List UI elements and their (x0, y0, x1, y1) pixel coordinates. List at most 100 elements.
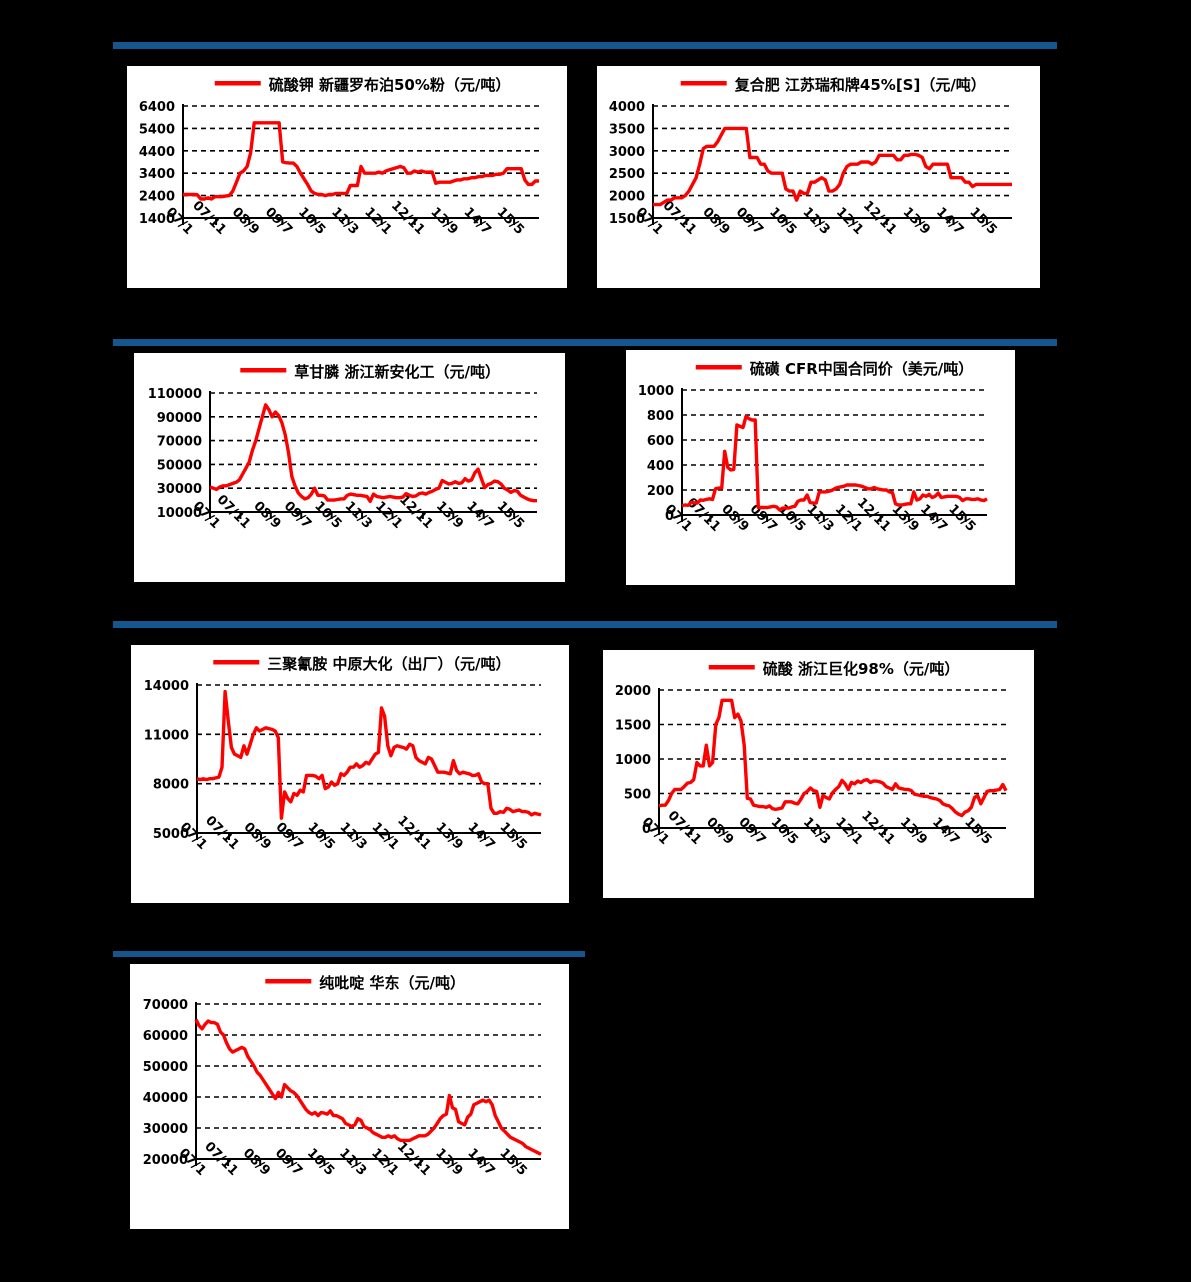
y-axis-tick-label: 0 (665, 509, 674, 524)
x-axis-tick-label: 13/9 (900, 205, 933, 238)
y-axis-tick-label: 110000 (148, 387, 202, 402)
x-axis-tick-label: 15/5 (497, 820, 530, 853)
y-axis-tick-label: 70000 (157, 435, 202, 450)
y-axis-tick-label: 10000 (157, 506, 202, 521)
y-axis-tick-label: 2400 (139, 190, 175, 205)
x-axis-tick-label: 15/5 (496, 1146, 529, 1179)
x-axis-tick-label: 14/7 (929, 815, 962, 848)
chart-panel-compound-fertilizer: 复合肥 江苏瑞和牌45%[S]（元/吨） 1500 2000 2500 3000 3500… (597, 66, 1040, 288)
y-axis-tick-label: 0 (642, 822, 651, 837)
chart-panel-potassium-sulfate: 硫酸钾 新疆罗布泊50%粉（元/吨） 1400 2400 3400 4400 5400 64… (127, 66, 567, 288)
y-axis-tick-label: 2000 (615, 684, 651, 699)
y-axis-tick-label: 14000 (144, 679, 189, 694)
x-axis-tick-label: 15/5 (961, 815, 994, 848)
legend-line-swatch (240, 368, 287, 373)
y-axis-tick-label: 30000 (143, 1122, 188, 1137)
legend-line-swatch (214, 81, 261, 86)
y-axis-tick-label: 50000 (143, 1060, 188, 1075)
x-axis-tick-label: 10/5 (305, 820, 338, 853)
x-axis-tick-label: 10/5 (295, 205, 328, 238)
y-axis-tick-label: 500 (624, 788, 651, 803)
legend-line-swatch (265, 979, 312, 984)
chart-title: 复合肥 江苏瑞和牌45%[S]（元/吨） (734, 76, 986, 94)
x-axis-tick-label: 13/9 (427, 205, 460, 238)
price-line (653, 126, 1012, 207)
y-axis-tick-label: 8000 (153, 778, 189, 793)
y-axis-tick-label: 20000 (143, 1153, 188, 1168)
price-line (681, 414, 988, 512)
price-line (183, 121, 539, 201)
x-axis-tick-label: 15/5 (945, 502, 978, 535)
x-axis-tick-label: 14/7 (463, 499, 496, 532)
x-axis-tick-label: 11/3 (337, 820, 370, 853)
chart-canvas: 硫酸钾 新疆罗布泊50%粉（元/吨） 1400 2400 3400 4400 5400 64… (139, 76, 539, 238)
y-axis-tick-label: 3400 (139, 167, 175, 182)
x-axis-tick-label: 09/7 (735, 815, 768, 848)
y-axis-tick-label: 6400 (139, 100, 175, 115)
price-line (658, 698, 1008, 818)
x-axis-tick-label: 14/7 (917, 502, 950, 535)
x-axis-tick-label: 13/9 (432, 1146, 465, 1179)
y-axis-tick-label: 400 (647, 459, 674, 474)
x-axis-tick-label: 09/7 (272, 1146, 305, 1179)
legend-line-swatch (213, 660, 260, 665)
chart-canvas: 三聚氰胺 中原大化（出厂）（元/吨）50008000110001400007/1… (144, 655, 542, 853)
x-axis-tick-label: 08/9 (229, 205, 262, 238)
chart-title: 草甘膦 浙江新安化工（元/吨） (294, 363, 500, 381)
y-axis-tick-label: 40000 (143, 1091, 188, 1106)
y-axis-tick-label: 200 (647, 484, 674, 499)
x-axis-tick-label: 08/9 (250, 499, 283, 532)
chart-canvas: 复合肥 江苏瑞和牌45%[S]（元/吨） 1500 2000 2500 3000 3500… (609, 76, 1012, 238)
x-axis-tick-label: 15/5 (966, 205, 999, 238)
x-axis-tick-label: 13/9 (433, 499, 466, 532)
x-axis-tick-label: 11/3 (328, 205, 361, 238)
x-axis-tick-label: 08/9 (703, 815, 736, 848)
chart-panel-sulfuric-acid: 硫酸 浙江巨化98%（元/吨） 0 500 1000 1500 2000 07/1 07/11… (603, 650, 1034, 898)
x-axis-tick-label: 14/7 (933, 205, 966, 238)
x-axis-tick-label: 10/5 (768, 815, 801, 848)
y-axis-tick-label: 1400 (139, 212, 175, 227)
chart-panel-pyridine: 纯吡啶 华东（元/吨） 20000 30000 40000 50000 60000 7000… (130, 964, 569, 1229)
legend-line-swatch (708, 665, 755, 670)
chart-panel-sulfur-cfr: 硫磺 CFR中国合同价（美元/吨） 0 200 400 600 800 1000 07/1 07… (626, 350, 1015, 585)
price-line (194, 1018, 542, 1156)
y-axis-tick-label: 1000 (638, 384, 674, 399)
price-line (209, 403, 537, 504)
y-axis-tick-label: 800 (647, 409, 674, 424)
section-divider (113, 339, 1057, 346)
x-axis-tick-label: 08/9 (718, 502, 751, 535)
x-axis-tick-label: 09/7 (281, 499, 314, 532)
y-axis-tick-label: 5400 (139, 122, 175, 137)
y-axis-tick-label: 60000 (143, 1029, 188, 1044)
y-axis-tick-label: 3000 (609, 145, 645, 160)
x-axis-tick-label: 11/3 (800, 815, 833, 848)
x-axis-tick-label: 15/5 (494, 205, 527, 238)
chart-panel-glyphosate: 草甘膦 浙江新安化工（元/吨） 10000 30000 50000 70000 90000… (134, 353, 565, 582)
y-axis-tick-label: 3500 (609, 122, 645, 137)
y-axis-tick-label: 2000 (609, 190, 645, 205)
chart-title: 硫磺 CFR中国合同价（美元/吨） (750, 360, 974, 378)
y-axis-tick-label: 1000 (615, 753, 651, 768)
section-divider (113, 42, 1057, 49)
chart-title: 纯吡啶 华东（元/吨） (319, 974, 465, 992)
section-divider (113, 951, 585, 957)
x-axis-tick-label: 08/9 (241, 820, 274, 853)
x-axis-tick-label: 11/3 (800, 205, 833, 238)
x-axis-tick-label: 09/7 (262, 205, 295, 238)
chart-panel-melamine: 三聚氰胺 中原大化（出厂）（元/吨） 5000 8000 11000 14000 07/1… (131, 645, 569, 903)
x-axis-tick-label: 10/5 (304, 1146, 337, 1179)
y-axis-tick-label: 4400 (139, 145, 175, 160)
x-axis-tick-label: 10/5 (766, 205, 799, 238)
y-axis-tick-label: 4000 (609, 100, 645, 115)
chart-title: 硫酸钾 新疆罗布泊50%粉（元/吨） (269, 76, 511, 94)
x-axis-tick-label: 13/9 (433, 820, 466, 853)
chart-title: 三聚氰胺 中原大化（出厂）（元/吨） (267, 655, 510, 673)
x-axis-tick-label: 09/7 (733, 205, 766, 238)
chart-canvas: 草甘膦 浙江新安化工（元/吨） 10000 30000 50000 70000 90000… (148, 363, 537, 532)
y-axis-tick-label: 11000 (144, 728, 189, 743)
x-axis-tick-label: 14/7 (465, 820, 498, 853)
y-axis-tick-label: 90000 (157, 411, 202, 426)
y-axis-tick-label: 1500 (615, 719, 651, 734)
section-divider (113, 621, 1057, 628)
